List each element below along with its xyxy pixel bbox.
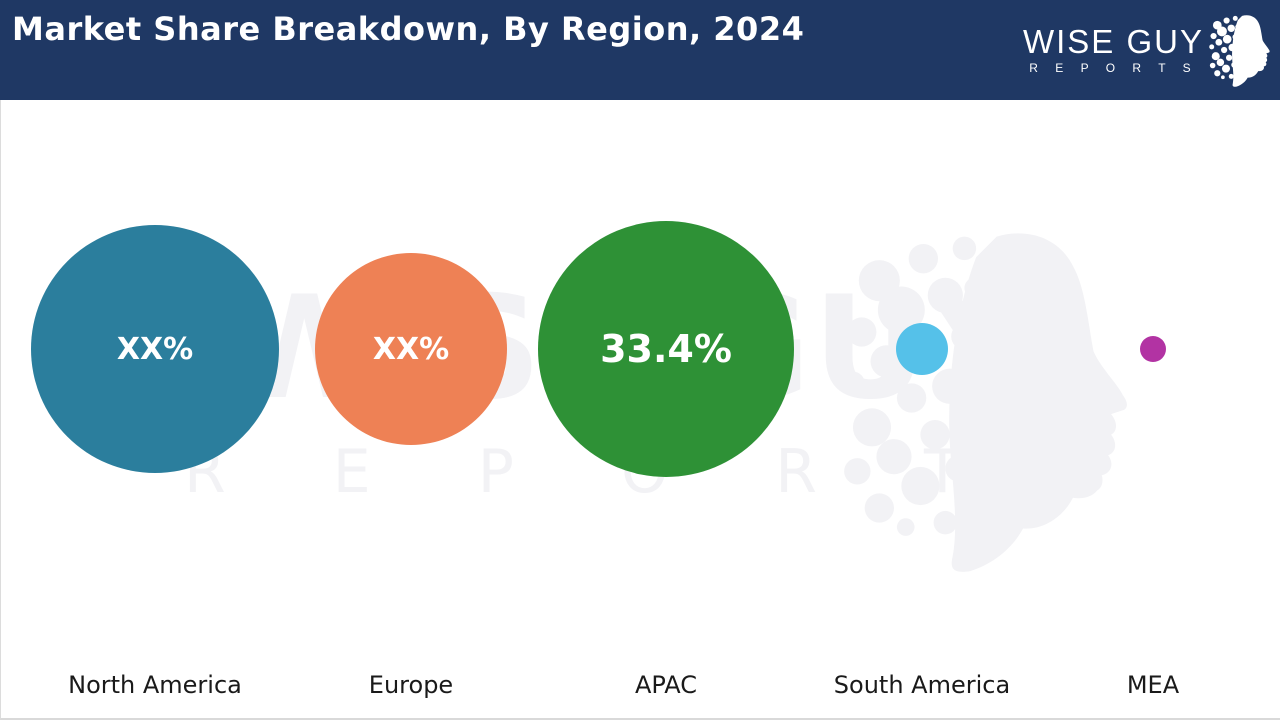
category-label-europe: Europe: [368, 671, 454, 699]
page-title: Market Share Breakdown, By Region, 2024: [12, 10, 805, 48]
bubble-south-america: [896, 323, 948, 375]
brand-logo: WISE GUY R E P O R T S: [1023, 6, 1270, 94]
logo-wordmark-line2: R E P O R T S: [1029, 61, 1198, 76]
bubble-chart: WISE GUY R E P O R T S XX%North AmericaX…: [0, 100, 1280, 720]
bubble-mea: [1140, 336, 1166, 362]
watermark-head-icon: [841, 233, 1127, 572]
bubble-apac: 33.4%: [538, 221, 794, 477]
logo-head-icon: [1209, 15, 1270, 87]
logo-wordmark: WISE GUY R E P O R T S: [1022, 22, 1204, 76]
category-label-south-america: South America: [833, 671, 1011, 699]
category-label-mea: MEA: [1126, 671, 1180, 699]
category-label-north-america: North America: [68, 671, 242, 699]
bubble-europe: XX%: [315, 253, 507, 445]
bubble-north-america: XX%: [31, 225, 279, 473]
logo-wordmark-line1: WISE GUY: [1022, 22, 1204, 60]
header: Market Share Breakdown, By Region, 2024 …: [0, 0, 1280, 100]
category-label-apac: APAC: [634, 671, 698, 699]
